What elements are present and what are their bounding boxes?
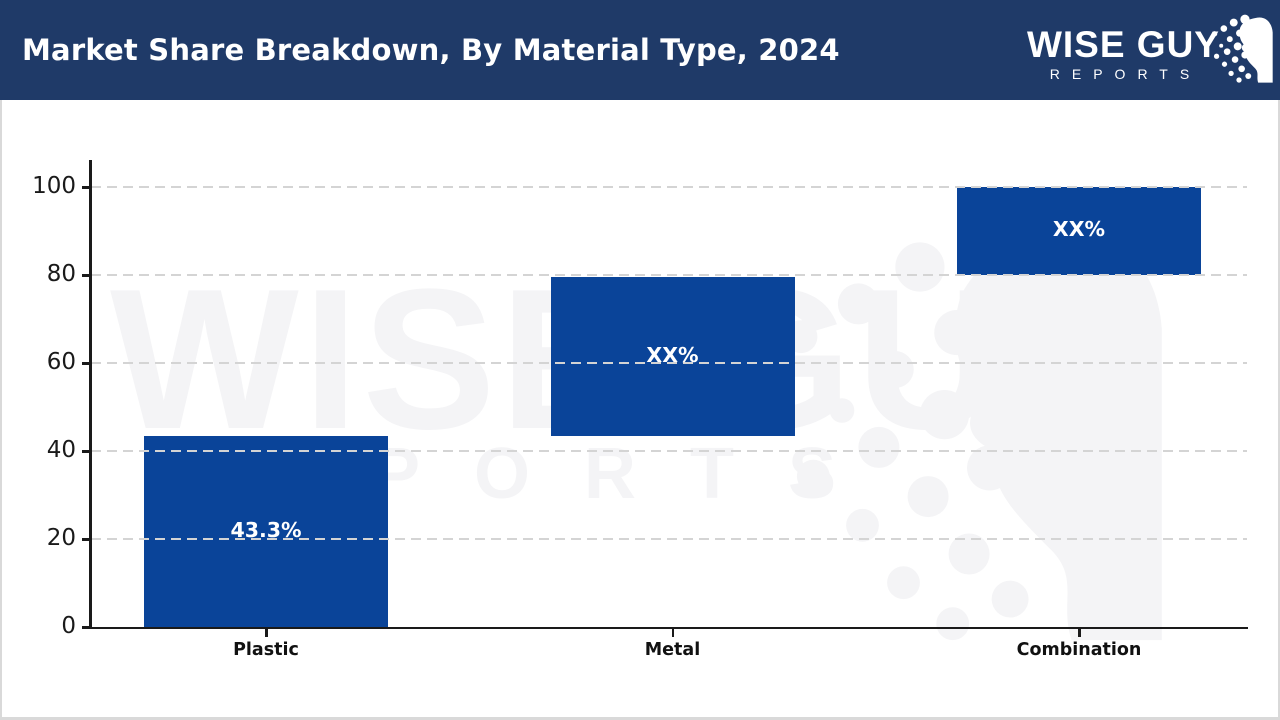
y-tick [82,186,90,189]
chart-bar [144,436,388,627]
y-tick-label: 0 [61,613,76,639]
wiseguy-logo: WISE GUY REPORTS [1027,6,1274,92]
gridline [91,538,1247,540]
x-axis-line [89,626,1248,629]
chart-bar [957,187,1201,275]
y-tick-label: 20 [46,525,76,551]
y-tick-label: 60 [46,349,76,375]
x-tick [671,629,674,637]
logo-subtitle: REPORTS [1049,65,1202,82]
gridline [91,450,1247,452]
page-title: Market Share Breakdown, By Material Type… [22,33,840,67]
y-tick [82,274,90,277]
y-tick-label: 100 [32,173,76,199]
y-tick [82,538,90,541]
x-tick-label: Plastic [233,640,299,660]
y-tick [82,626,90,629]
wiseguy-face-icon [1211,14,1273,83]
y-tick [82,362,90,365]
chart-canvas: WISE GUY REPORTS 0 20 40 60 80 100 Plastic Meta… [2,100,1278,717]
chart-bar [550,276,795,437]
bar-value-label: 43.3% [230,517,302,542]
logo-name: WISE GUY [1026,23,1220,65]
bar-value-label: XX% [1052,217,1106,241]
y-axis-line [89,160,92,629]
y-tick-label: 80 [46,261,76,287]
x-tick [265,629,268,637]
y-tick-label: 40 [46,437,76,463]
gridline [91,186,1247,188]
x-tick-label: Combination [1016,640,1142,660]
x-tick [1078,629,1081,637]
x-tick-label: Metal [644,640,701,660]
bar-value-label: XX% [646,342,699,367]
gridline [91,362,1247,364]
y-tick [82,450,90,453]
report-header: Market Share Breakdown, By Material Type… [0,0,1280,100]
logo-text: WISE GUY REPORTS [1027,26,1220,81]
gridline [91,274,1247,276]
